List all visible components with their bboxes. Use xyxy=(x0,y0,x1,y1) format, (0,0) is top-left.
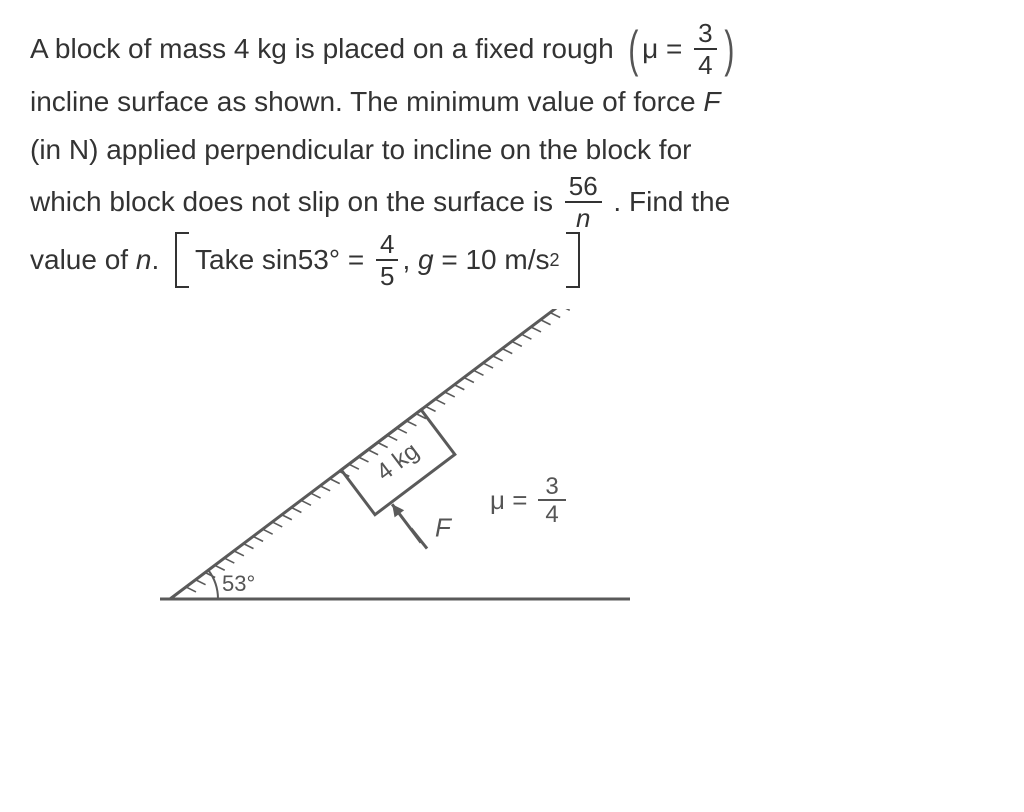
n-var: n xyxy=(136,236,152,284)
frac-56-n: 56 n xyxy=(565,173,602,231)
equals: = xyxy=(658,25,690,73)
svg-text:μ =: μ = xyxy=(490,485,527,515)
squared: 2 xyxy=(550,245,560,276)
svg-text:3: 3 xyxy=(545,473,558,500)
denominator: 5 xyxy=(376,263,398,289)
svg-text:4: 4 xyxy=(545,501,558,528)
text: value of xyxy=(30,236,136,284)
line-5: value of n . Take sin53° = 4 5 , g = 10 … xyxy=(30,231,994,289)
paren-left: ( xyxy=(629,29,639,69)
numerator: 4 xyxy=(376,231,398,257)
bracket-right xyxy=(566,232,580,288)
line-2: incline surface as shown. The minimum va… xyxy=(30,78,994,126)
comma: , xyxy=(402,236,418,284)
numerator: 56 xyxy=(565,173,602,199)
bracket-left xyxy=(175,232,189,288)
mu-paren: ( μ = 3 4 ) xyxy=(625,20,737,78)
text: incline surface as shown. The minimum va… xyxy=(30,78,703,126)
paren-right: ) xyxy=(724,29,734,69)
text: . Find the xyxy=(606,178,731,226)
diagram-svg: 53° 4 kg Fμ = 34 xyxy=(150,309,750,619)
svg-text:4 kg: 4 kg xyxy=(372,438,424,487)
text: which block does not slip on the surface… xyxy=(30,178,561,226)
frac-4-5: 4 5 xyxy=(376,231,398,289)
text: (in N) applied perpendicular to incline … xyxy=(30,126,692,174)
line-3: (in N) applied perpendicular to incline … xyxy=(30,126,994,174)
g-value: = 10 m/s xyxy=(434,236,550,284)
period: . xyxy=(151,236,167,284)
incline-diagram: 53° 4 kg Fμ = 34 xyxy=(150,309,750,619)
text: A block of mass 4 kg is placed on a fixe… xyxy=(30,25,621,73)
take-text: Take sin53° = xyxy=(195,236,372,284)
line-1: A block of mass 4 kg is placed on a fixe… xyxy=(30,20,994,78)
numerator: 3 xyxy=(694,20,716,46)
svg-text:53°: 53° xyxy=(222,571,255,596)
force-F: F xyxy=(703,78,720,126)
denominator: 4 xyxy=(694,52,716,78)
g-var: g xyxy=(418,236,434,284)
svg-text:F: F xyxy=(435,513,453,543)
problem-text: A block of mass 4 kg is placed on a fixe… xyxy=(30,20,994,289)
frac-3-4: 3 4 xyxy=(694,20,716,78)
line-4: which block does not slip on the surface… xyxy=(30,173,994,231)
mu-symbol: μ xyxy=(642,25,658,73)
denominator: n xyxy=(572,205,594,231)
